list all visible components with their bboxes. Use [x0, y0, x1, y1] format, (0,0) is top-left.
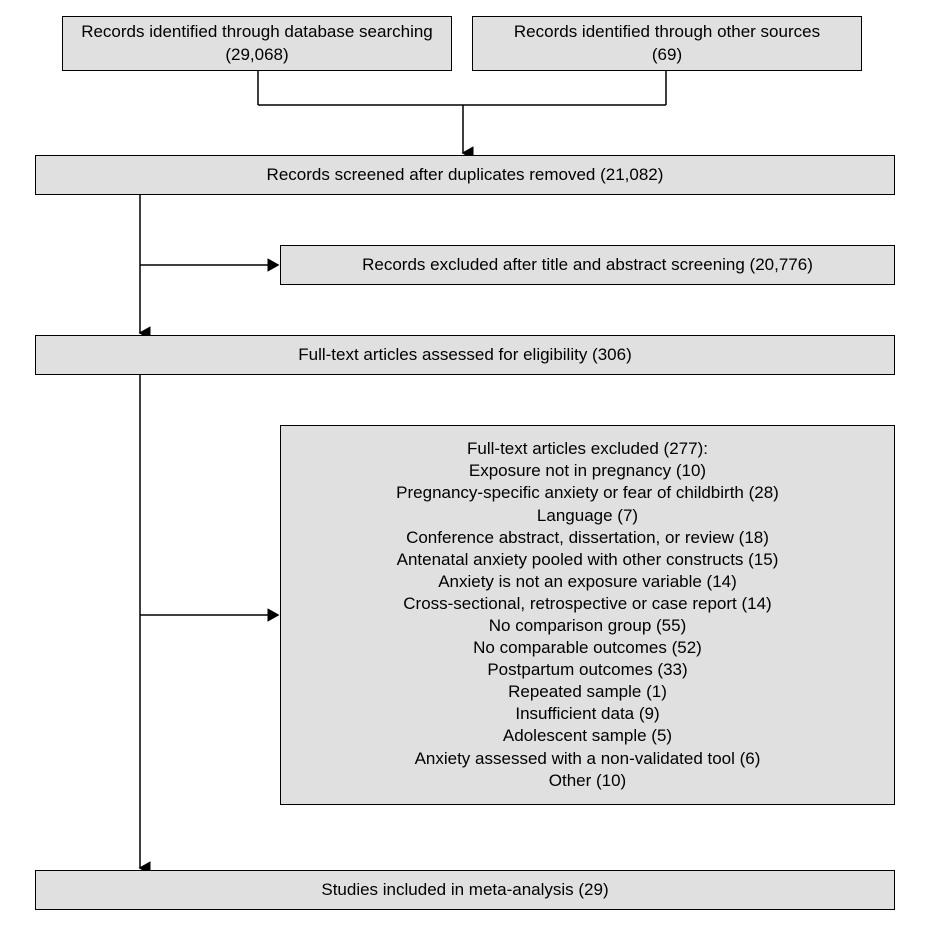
exclusion-reason: Postpartum outcomes (33) [396, 659, 779, 681]
box-db-search: Records identified through database sear… [62, 16, 452, 71]
exclusion-reason: Anxiety assessed with a non-validated to… [396, 748, 779, 770]
exclusion-reason: Cross-sectional, retrospective or case r… [396, 593, 779, 615]
exclusion-reason: Insufficient data (9) [396, 703, 779, 725]
other-sources-line1: Records identified through other sources [514, 21, 820, 43]
exclusion-reason: Repeated sample (1) [396, 681, 779, 703]
exclusion-reasons-list: Exposure not in pregnancy (10)Pregnancy-… [396, 460, 779, 791]
box-included: Studies included in meta-analysis (29) [35, 870, 895, 910]
box-screened: Records screened after duplicates remove… [35, 155, 895, 195]
box-excluded-full: Full-text articles excluded (277): Expos… [280, 425, 895, 805]
db-search-line2: (29,068) [225, 44, 288, 66]
other-sources-line2: (69) [652, 44, 682, 66]
exclusion-reason: Language (7) [396, 505, 779, 527]
excluded-title-text: Records excluded after title and abstrac… [362, 254, 813, 276]
exclusion-reason: Adolescent sample (5) [396, 725, 779, 747]
box-other-sources: Records identified through other sources… [472, 16, 862, 71]
db-search-line1: Records identified through database sear… [81, 21, 433, 43]
box-fulltext: Full-text articles assessed for eligibil… [35, 335, 895, 375]
included-text: Studies included in meta-analysis (29) [321, 879, 608, 901]
exclusion-reason: Pregnancy-specific anxiety or fear of ch… [396, 482, 779, 504]
exclusion-reason: Antenatal anxiety pooled with other cons… [396, 549, 779, 571]
exclusion-reason: Anxiety is not an exposure variable (14) [396, 571, 779, 593]
exclusion-reason: No comparison group (55) [396, 615, 779, 637]
exclusion-reason: Exposure not in pregnancy (10) [396, 460, 779, 482]
excluded-full-header: Full-text articles excluded (277): [467, 438, 708, 460]
fulltext-text: Full-text articles assessed for eligibil… [298, 344, 632, 366]
exclusion-reason: Conference abstract, dissertation, or re… [396, 527, 779, 549]
exclusion-reason: Other (10) [396, 770, 779, 792]
box-excluded-title: Records excluded after title and abstrac… [280, 245, 895, 285]
screened-text: Records screened after duplicates remove… [267, 164, 664, 186]
exclusion-reason: No comparable outcomes (52) [396, 637, 779, 659]
